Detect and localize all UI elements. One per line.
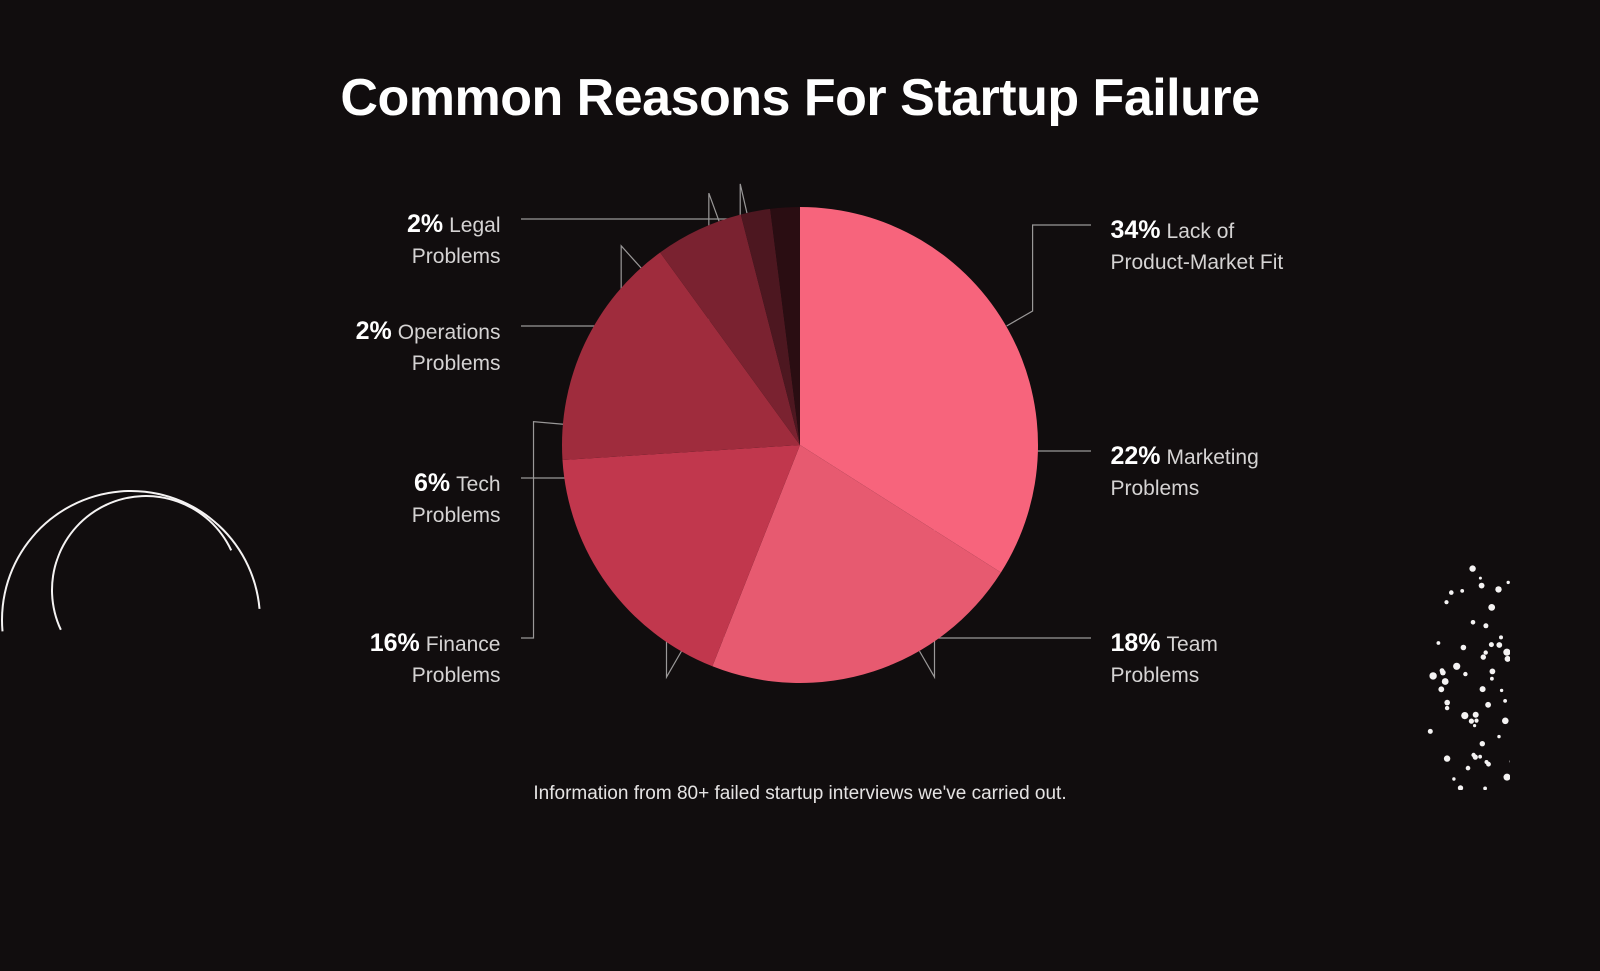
label-text-line1: Marketing [1167, 446, 1259, 469]
label-text-line2: Problems [370, 661, 501, 691]
label-text-line2: Problems [407, 242, 501, 272]
decorative-dots-icon [1340, 560, 1510, 790]
label-text-line1: Legal [449, 214, 500, 237]
leader-line-finance [521, 422, 563, 638]
label-percent: 16% [370, 629, 420, 657]
label-tech: 6% Tech Problems [412, 465, 501, 532]
label-percent: 2% [356, 317, 392, 345]
label-percent: 18% [1111, 629, 1161, 657]
label-text-line2: Problems [356, 349, 501, 379]
label-text-line2: Problems [412, 501, 501, 531]
label-text-line1: Finance [426, 633, 501, 656]
chart-caption: Information from 80+ failed startup inte… [91, 783, 1510, 805]
chart-title: Common Reasons For Startup Failure [91, 68, 1510, 128]
infographic-canvas: Common Reasons For Startup Failure 34% La… [91, 0, 1510, 850]
label-text-line1: Tech [456, 473, 500, 496]
label-percent: 6% [414, 469, 450, 497]
label-text-line2: Product-Market Fit [1111, 248, 1284, 278]
label-legal: 2% Legal Problems [407, 206, 501, 273]
label-text-line2: Problems [1111, 661, 1218, 691]
label-operations: 2% Operations Problems [356, 313, 501, 380]
label-percent: 22% [1111, 442, 1161, 470]
label-finance: 16% Finance Problems [370, 625, 501, 692]
pie-chart [560, 205, 1040, 685]
label-marketing: 22% Marketing Problems [1111, 438, 1259, 505]
label-text-line1: Team [1167, 633, 1218, 656]
label-text-line2: Problems [1111, 474, 1259, 504]
label-percent: 34% [1111, 216, 1161, 244]
label-text-line1: Lack of [1167, 220, 1235, 243]
label-pmf: 34% Lack of Product-Market Fit [1111, 212, 1284, 279]
label-text-line1: Operations [398, 321, 501, 344]
label-percent: 2% [407, 210, 443, 238]
label-team: 18% Team Problems [1111, 625, 1218, 692]
